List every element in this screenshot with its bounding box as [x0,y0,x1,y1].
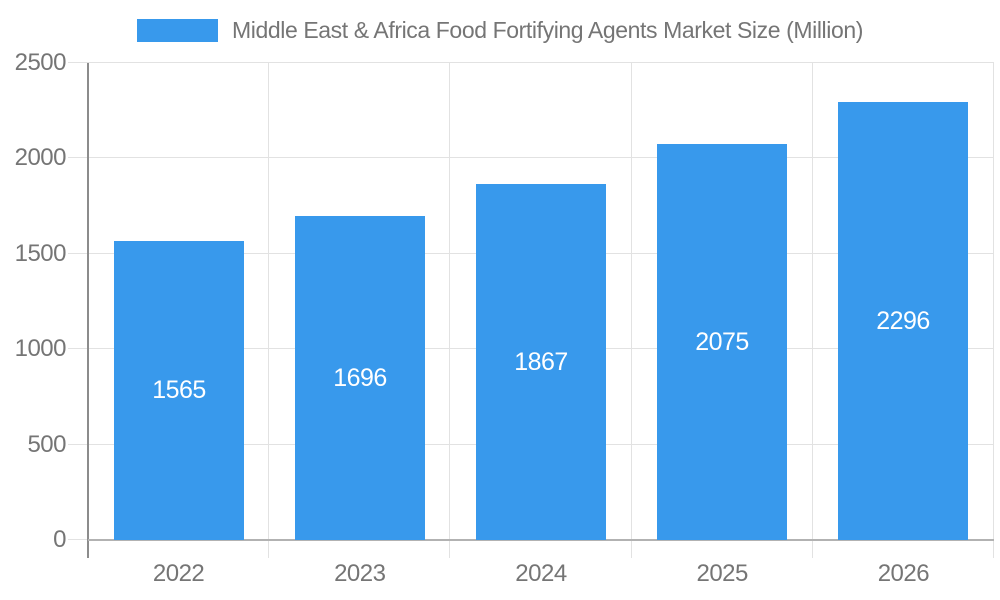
gridline-vertical [268,63,269,558]
legend-swatch-icon [136,18,218,42]
x-axis-label: 2026 [877,560,930,587]
gridline-vertical [631,63,632,558]
plot-right-border [993,63,994,558]
bar[interactable]: 1867 [476,184,606,540]
bar-value-label: 1867 [514,347,568,376]
y-axis-label: 0 [53,526,66,553]
gridline-vertical [449,63,450,558]
bar[interactable]: 2296 [838,102,968,540]
gridline-horizontal [68,157,994,159]
y-axis-label: 1500 [14,239,67,267]
y-axis-label: 2500 [14,49,67,76]
x-axis-label: 2022 [152,560,205,587]
bar[interactable]: 1696 [295,216,425,540]
x-axis-label: 2023 [334,560,386,587]
gridline-horizontal [68,62,994,63]
legend-item[interactable]: Middle East & Africa Food Fortifying Age… [0,16,1000,44]
y-axis-label: 1000 [14,335,67,363]
x-axis-line [88,539,994,541]
y-tick [68,539,88,540]
bar[interactable]: 1565 [114,241,244,540]
x-axis-label: 2024 [515,560,567,587]
y-axis-line [87,63,89,558]
legend-label: Middle East & Africa Food Fortifying Age… [231,17,864,43]
y-axis-label: 500 [27,430,66,458]
bar[interactable]: 2075 [657,144,787,540]
plot-area: 1565 1696 1867 2075 2296 [68,62,994,558]
bar-value-label: 1696 [333,363,387,392]
gridline-vertical [812,63,813,558]
bar-value-label: 1565 [152,376,206,404]
y-axis-label: 2000 [14,144,67,172]
bar-value-label: 2296 [876,306,930,335]
x-axis-label: 2025 [696,560,748,587]
bar-value-label: 2075 [695,327,749,356]
